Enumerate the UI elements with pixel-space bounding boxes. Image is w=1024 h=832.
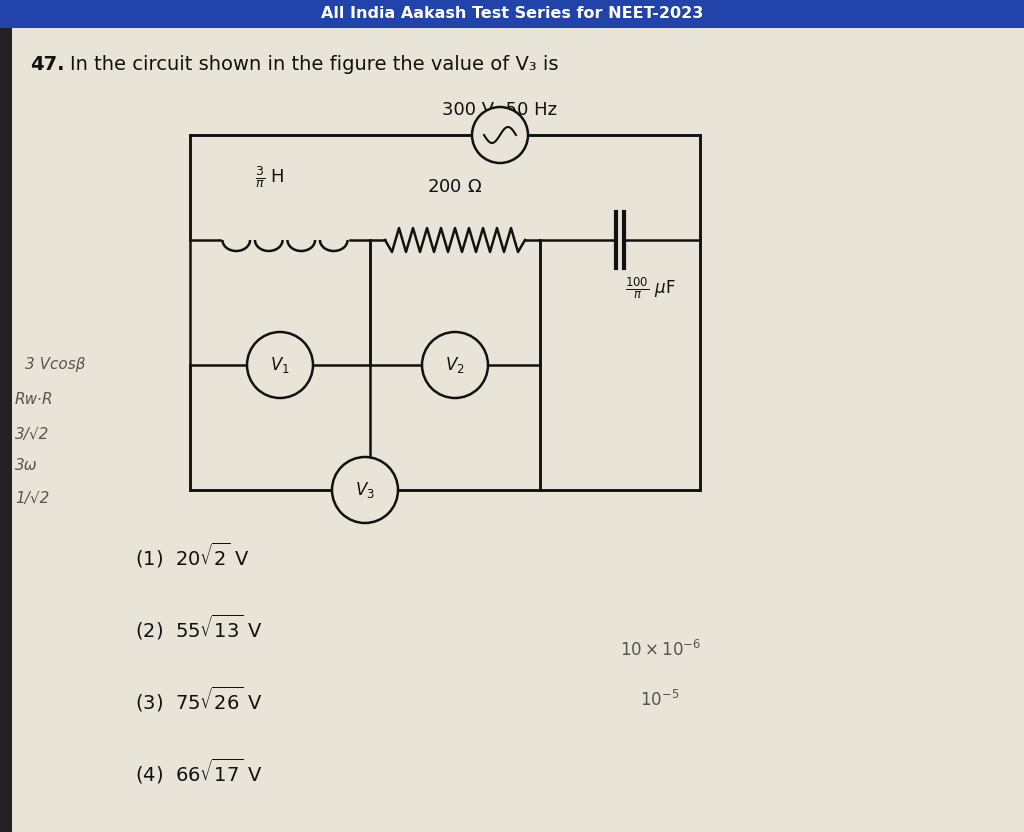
Bar	[0, 28, 12, 832]
Circle shape	[247, 332, 313, 398]
Bar	[0, 0, 1024, 28]
Text: $V_1$: $V_1$	[270, 355, 290, 375]
Text: (1)  $20\sqrt{2}$ V: (1) $20\sqrt{2}$ V	[135, 541, 250, 570]
Text: $10\times10^{-6}$: $10\times10^{-6}$	[620, 640, 701, 660]
Text: In the circuit shown in the figure the value of V₃ is: In the circuit shown in the figure the v…	[70, 56, 558, 75]
Text: 200 $\Omega$: 200 $\Omega$	[427, 178, 482, 196]
Text: $\frac{100}{\pi}$ $\mu$F: $\frac{100}{\pi}$ $\mu$F	[625, 275, 676, 300]
Text: (3)  $75\sqrt{26}$ V: (3) $75\sqrt{26}$ V	[135, 685, 262, 714]
Text: $V_2$: $V_2$	[445, 355, 465, 375]
Text: $\frac{3}{\pi}$ H: $\frac{3}{\pi}$ H	[255, 164, 285, 190]
Text: 3/√2: 3/√2	[15, 428, 49, 443]
Text: (4)  $66\sqrt{17}$ V: (4) $66\sqrt{17}$ V	[135, 756, 262, 785]
Text: 3ω: 3ω	[15, 458, 38, 473]
Circle shape	[472, 107, 528, 163]
Circle shape	[332, 457, 398, 523]
Text: Rw⋅R: Rw⋅R	[15, 393, 53, 408]
Text: 47.: 47.	[30, 56, 65, 75]
Text: All India Aakash Test Series for NEET-2023: All India Aakash Test Series for NEET-20…	[321, 7, 703, 22]
Text: 300 V, 50 Hz: 300 V, 50 Hz	[442, 101, 557, 119]
Circle shape	[422, 332, 488, 398]
Text: $10^{-5}$: $10^{-5}$	[640, 690, 680, 710]
Text: $V_3$: $V_3$	[355, 480, 375, 500]
Text: 3 Vcosβ: 3 Vcosβ	[25, 358, 85, 373]
Bar	[190, 135, 700, 490]
Text: (2)  $55\sqrt{13}$ V: (2) $55\sqrt{13}$ V	[135, 612, 262, 641]
Text: 1/√2: 1/√2	[15, 491, 49, 506]
